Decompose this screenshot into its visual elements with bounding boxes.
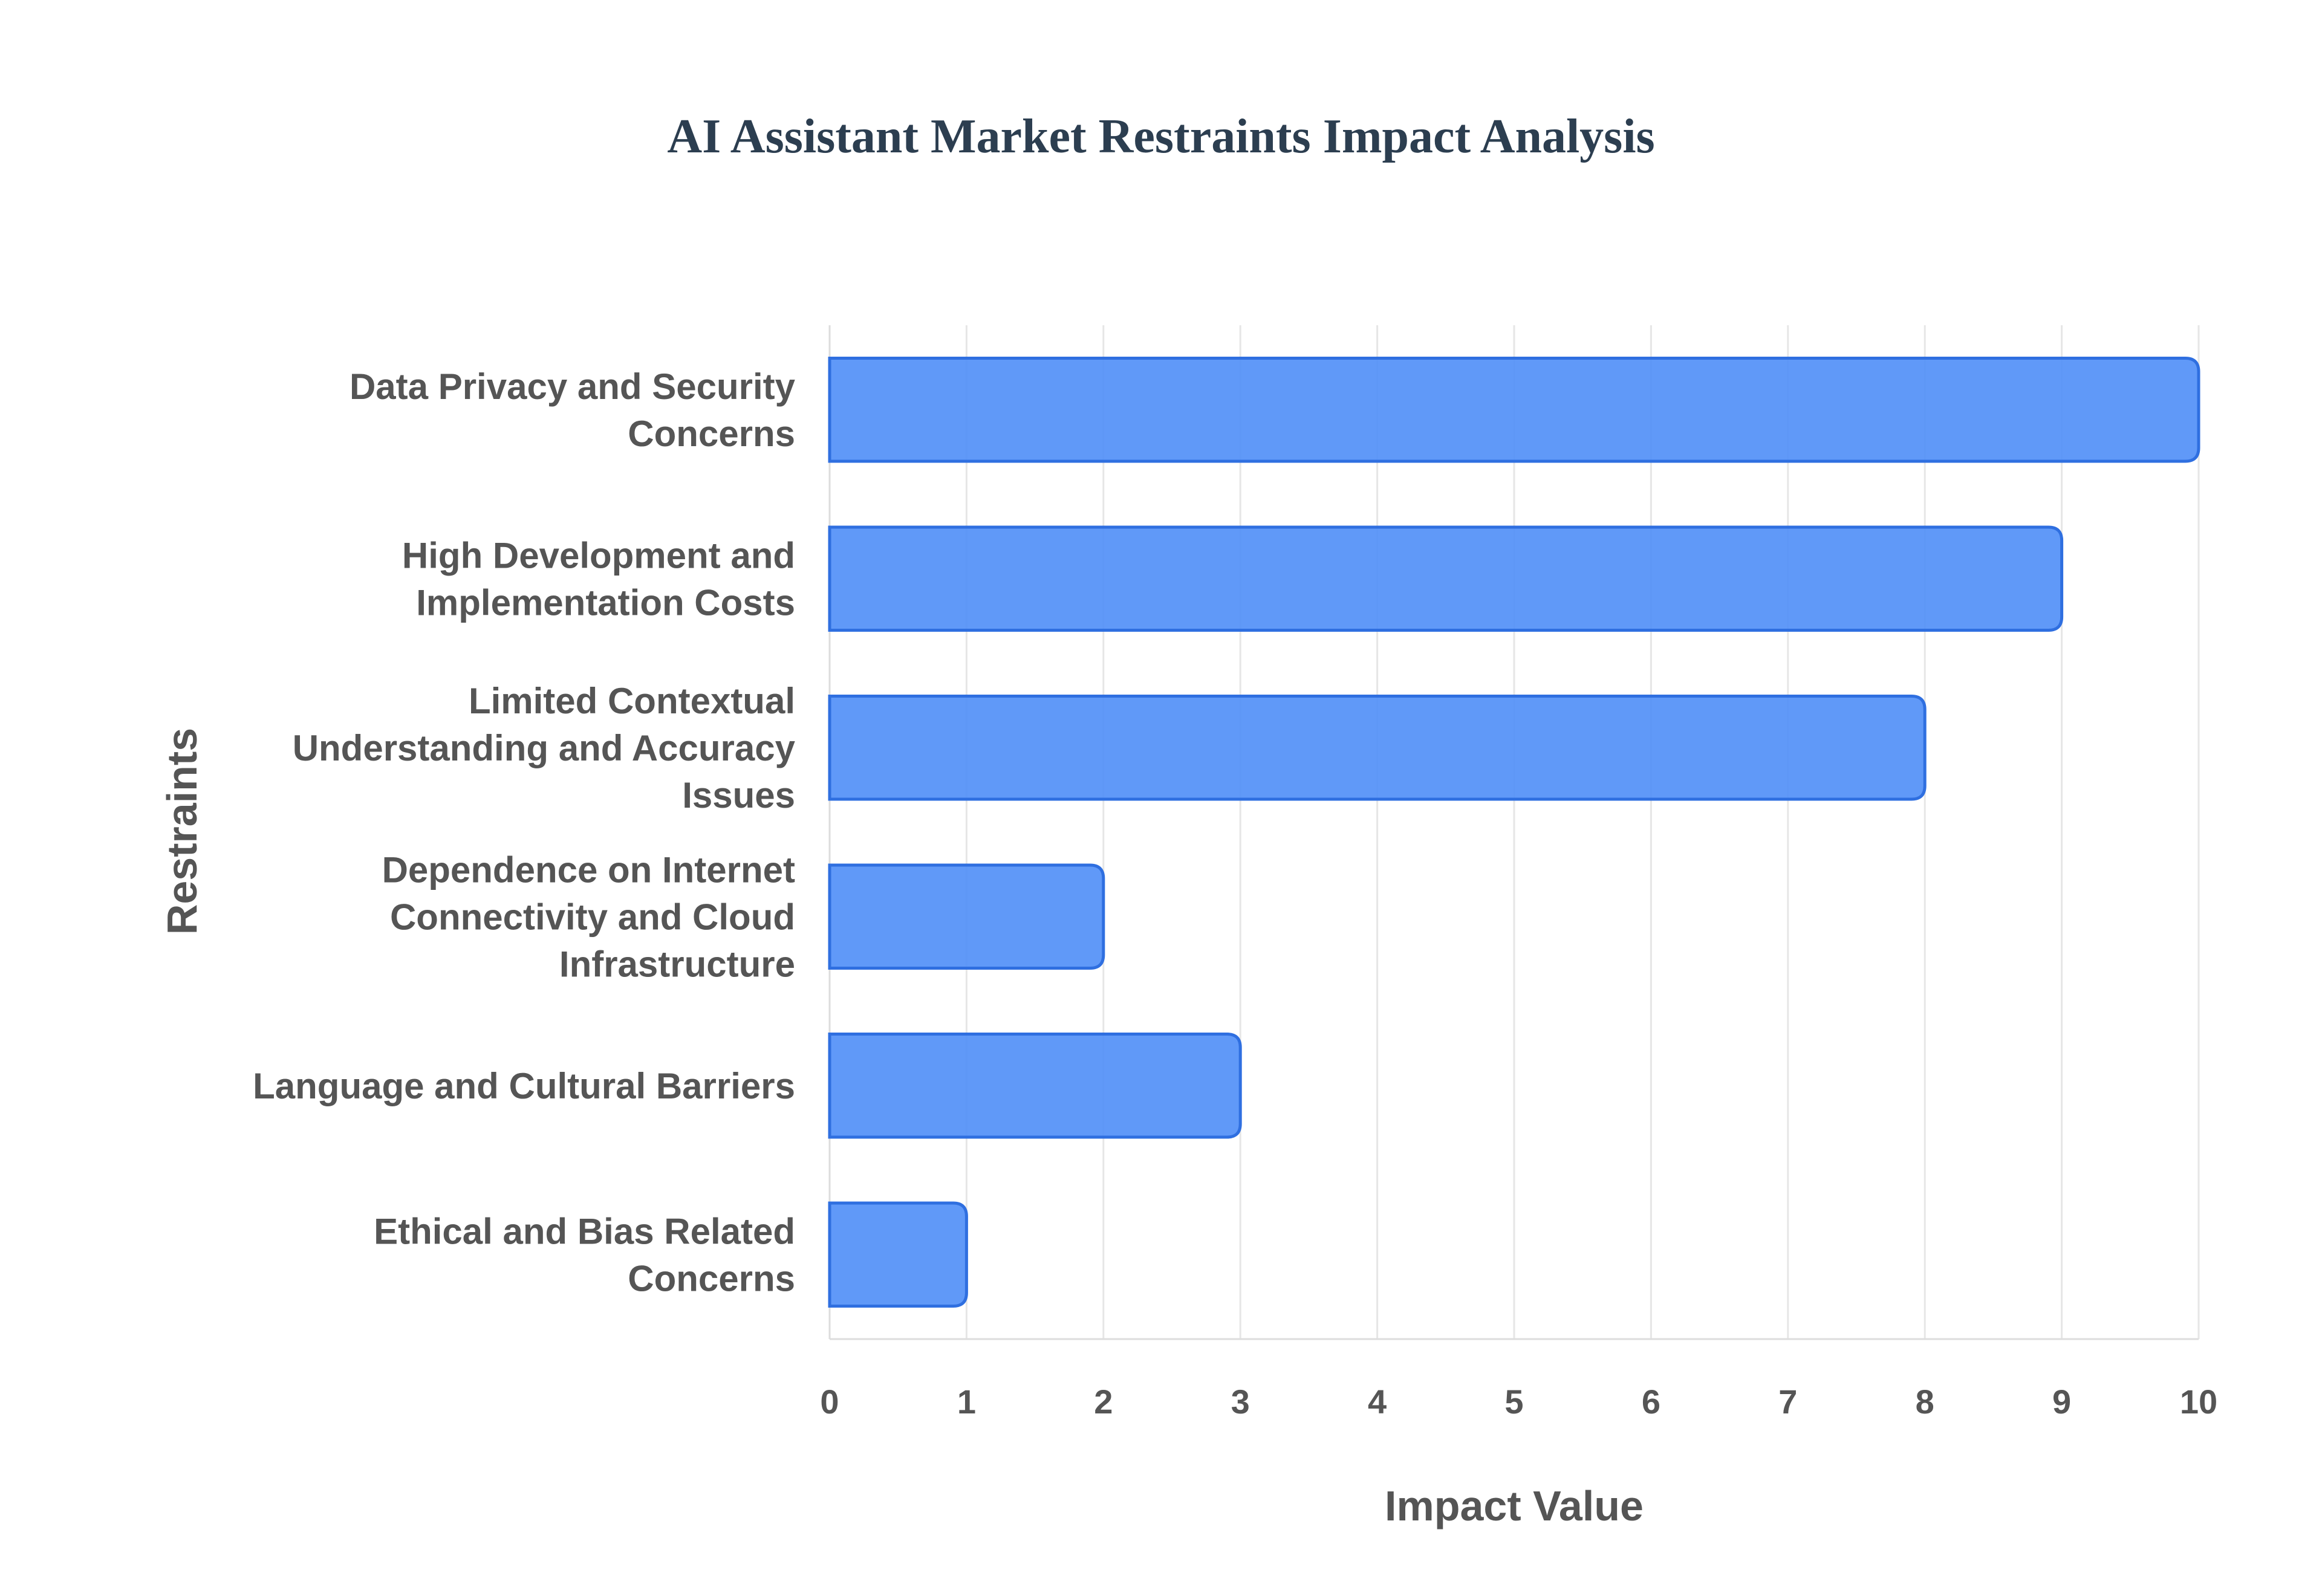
bars: [828, 357, 2200, 1308]
category-label-1: Data Privacy and Security Concerns: [350, 366, 796, 454]
x-tick-label-0: 0: [820, 1383, 839, 1421]
bar-2: [828, 525, 2064, 632]
bar-4: [828, 863, 1105, 970]
category-label-5: Language and Cultural Barriers: [253, 1066, 795, 1106]
chart-title: AI Assistant Market Restraints Impact An…: [667, 110, 1654, 163]
x-tick-label-9: 9: [2052, 1383, 2071, 1421]
category-label-6: Ethical and Bias Related Concerns: [374, 1211, 795, 1299]
category-label-4: Dependence on Internet Connectivity and C…: [382, 849, 795, 984]
x-tick-label-4: 4: [1368, 1383, 1387, 1421]
category-label-3: Limited Contextual Understanding and Accu…: [293, 681, 796, 816]
bar-6: [828, 1201, 968, 1308]
x-tick-label-8: 8: [1916, 1383, 1934, 1421]
category-label-2: High Development and Implementation Costs: [402, 535, 795, 623]
bar-3: [828, 695, 1927, 801]
x-tick-labels: 0 1 2 3 4 5 6 7 8 9 10: [820, 1383, 2217, 1421]
category-labels: Data Privacy and Security Concerns High De…: [253, 366, 795, 1299]
x-axis-title: Impact Value: [1385, 1482, 1644, 1529]
bar-5: [828, 1033, 1242, 1139]
x-tick-label-10: 10: [2180, 1383, 2217, 1421]
x-tick-label-6: 6: [1642, 1383, 1660, 1421]
x-tick-label-1: 1: [957, 1383, 976, 1421]
x-tick-label-5: 5: [1504, 1383, 1523, 1421]
x-tick-label-7: 7: [1778, 1383, 1797, 1421]
y-axis-title: Restraints: [158, 728, 206, 935]
x-tick-label-3: 3: [1231, 1383, 1250, 1421]
grid-lines: [828, 325, 2200, 1340]
bar-1: [828, 357, 2200, 463]
x-tick-label-2: 2: [1094, 1383, 1113, 1421]
